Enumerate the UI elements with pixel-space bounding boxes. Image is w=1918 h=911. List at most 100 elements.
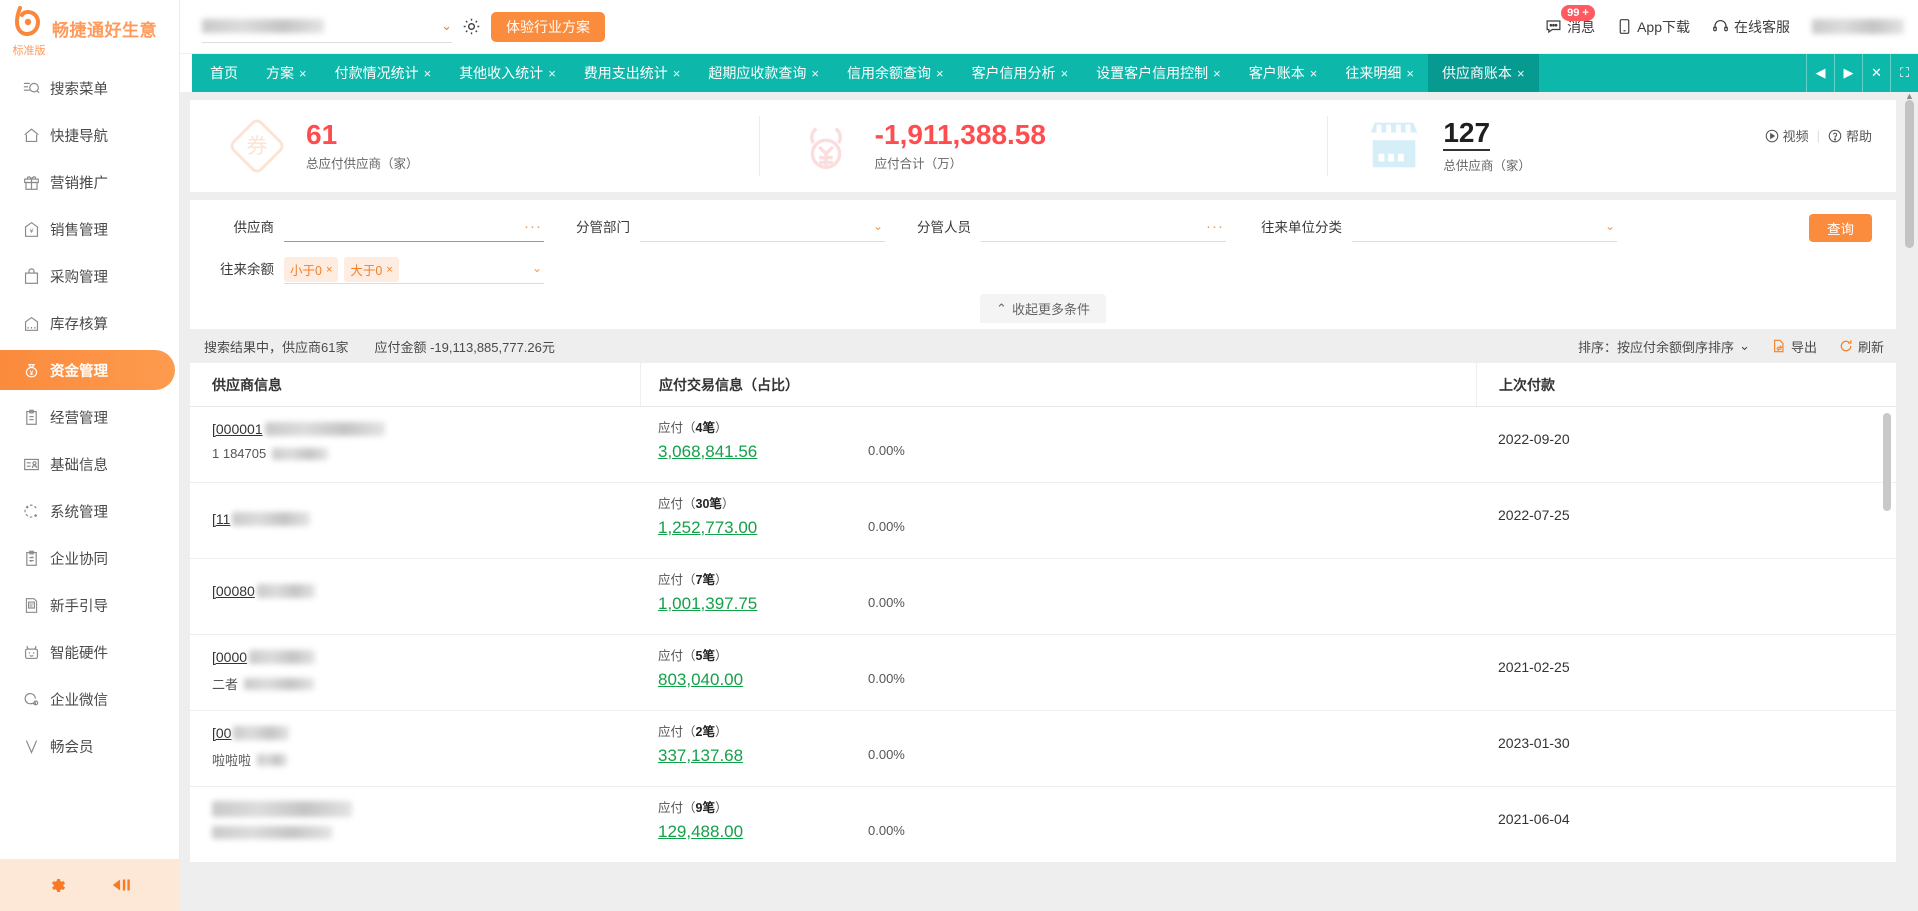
tab-set-customer-credit-control[interactable]: 设置客户信用控制 × xyxy=(1082,54,1235,92)
filter-manager-control[interactable]: ··· xyxy=(981,214,1226,242)
ellipsis-icon[interactable]: ··· xyxy=(1206,218,1224,235)
sidebar-item-purchase[interactable]: 采购管理 xyxy=(0,256,179,296)
export-button[interactable]: 导出 xyxy=(1772,337,1817,356)
payable-amount[interactable]: 1,252,773.00 xyxy=(658,518,758,537)
topbar-settings-gear-icon[interactable] xyxy=(462,17,481,36)
tab-close-icon[interactable]: × xyxy=(935,65,944,81)
tab-overdue-receivable-query[interactable]: 超期应收款查询 × xyxy=(694,54,833,92)
chevron-down-icon[interactable]: ⌄ xyxy=(872,219,883,233)
balance-tag[interactable]: 大于0 × xyxy=(344,257,399,282)
tab-close-icon[interactable]: × xyxy=(672,65,681,81)
sidebar-item-wechat-work[interactable]: 企业微信 xyxy=(0,679,179,719)
table-row[interactable]: 应付（9笔） 129,488.00 0.00% 2021-06-04 xyxy=(190,787,1896,863)
tab-customer-credit-analysis[interactable]: 客户信用分析 × xyxy=(958,54,1083,92)
sidebar-item-basic-info[interactable]: 基础信息 xyxy=(0,444,179,484)
tab-payment-stats[interactable]: 付款情况统计 × xyxy=(321,54,446,92)
tab-close-icon[interactable]: × xyxy=(423,65,432,81)
payable-amount[interactable]: 129,488.00 xyxy=(658,822,744,841)
tab-close-icon[interactable]: × xyxy=(1516,65,1525,81)
tag-remove-icon[interactable]: × xyxy=(325,263,333,276)
scroll-up-arrow-icon[interactable]: ▲ xyxy=(1905,92,1914,101)
filter-department-select[interactable] xyxy=(640,214,885,242)
gear-icon[interactable] xyxy=(48,876,67,895)
payable-amount[interactable]: 337,137.68 xyxy=(658,746,744,765)
table-row[interactable]: [11 应付（30笔） 1,252,773.00 0.00% 2022-07-2… xyxy=(190,483,1896,559)
payable-amount[interactable]: 3,068,841.56 xyxy=(658,442,758,461)
sidebar-item-fund-management[interactable]: ¥ 资金管理 xyxy=(0,350,175,390)
user-account-redacted[interactable] xyxy=(1812,19,1904,34)
tab-credit-balance-query[interactable]: 信用余额查询 × xyxy=(833,54,958,92)
payable-amount[interactable]: 1,001,397.75 xyxy=(658,594,758,613)
table-row[interactable]: [00080 应付（7笔） 1,001,397.75 0.00% xyxy=(190,559,1896,635)
tab-transaction-details[interactable]: 往来明细 × xyxy=(1331,54,1428,92)
payable-amount[interactable]: 803,040.00 xyxy=(658,670,744,689)
tab-close-icon[interactable]: × xyxy=(1309,65,1318,81)
tab-expense-stats[interactable]: 费用支出统计 × xyxy=(570,54,695,92)
tab-close-all-button[interactable]: ✕ xyxy=(1862,54,1890,92)
online-service-button[interactable]: 在线客服 xyxy=(1712,17,1790,37)
page-scrollbar-thumb[interactable] xyxy=(1905,100,1914,248)
help-link[interactable]: 帮助 xyxy=(1828,126,1872,145)
company-selector[interactable]: ⌄ xyxy=(202,11,452,43)
filter-supplier-input[interactable] xyxy=(284,214,544,242)
search-button[interactable]: 查询 xyxy=(1809,214,1872,242)
filter-unit-category-control[interactable]: ⌄ xyxy=(1352,214,1617,242)
sidebar-item-sales[interactable]: ¥ 销售管理 xyxy=(0,209,179,249)
tab-close-icon[interactable]: × xyxy=(299,65,307,81)
supplier-code[interactable] xyxy=(212,801,640,817)
tab-fullscreen-button[interactable]: ⛶ xyxy=(1890,54,1918,92)
sidebar-item-search-menu[interactable]: 搜索菜单 xyxy=(0,68,179,108)
table-row[interactable]: [00 啦啦啦 应付（2笔） 337,137.68 xyxy=(190,711,1896,787)
ellipsis-icon[interactable]: ··· xyxy=(524,218,542,235)
sidebar-item-vip-member[interactable]: 畅会员 xyxy=(0,726,179,766)
supplier-code[interactable]: [00080 xyxy=(212,583,640,599)
filter-manager-input[interactable] xyxy=(981,214,1226,242)
tab-close-icon[interactable]: × xyxy=(1213,65,1221,81)
tab-close-icon[interactable]: × xyxy=(811,65,819,81)
table-row[interactable]: [000001 1 184705 应付（4笔） 3,068,8 xyxy=(190,407,1896,483)
tab-close-icon[interactable]: × xyxy=(548,65,556,81)
supplier-code[interactable]: [000001 xyxy=(212,421,640,437)
table-scrollbar[interactable] xyxy=(1883,413,1891,859)
filter-unit-category-select[interactable] xyxy=(1352,214,1617,242)
balance-tag[interactable]: 小于0 × xyxy=(284,257,339,282)
tab-plan[interactable]: 方案 × xyxy=(252,54,321,92)
sidebar-item-system[interactable]: 系统管理 xyxy=(0,491,179,531)
supplier-code[interactable]: [00 xyxy=(212,725,640,741)
chevron-down-icon[interactable]: ⌄ xyxy=(1604,219,1615,233)
supplier-code[interactable]: [0000 xyxy=(212,649,640,665)
page-scrollbar[interactable]: ▲ xyxy=(1905,92,1914,911)
refresh-button[interactable]: 刷新 xyxy=(1839,337,1884,356)
filter-balance-control[interactable]: 小于0 × 大于0 × ⌄ xyxy=(284,256,544,284)
table-row[interactable]: [0000 二者 应付（5笔） 803,040.00 xyxy=(190,635,1896,711)
tab-next-button[interactable]: ▶ xyxy=(1834,54,1862,92)
app-download-button[interactable]: App下载 xyxy=(1617,17,1690,37)
sort-selector[interactable]: 排序：按应付余额倒序排序 ⌄ xyxy=(1578,337,1750,356)
filter-department-control[interactable]: ⌄ xyxy=(640,214,885,242)
sidebar-item-collaboration[interactable]: 企业协同 xyxy=(0,538,179,578)
video-link[interactable]: 视频 xyxy=(1765,126,1809,145)
chevron-down-icon[interactable]: ⌄ xyxy=(531,261,542,275)
collapse-sidebar-icon[interactable] xyxy=(110,877,132,893)
tab-home[interactable]: 首页 xyxy=(192,54,252,92)
supplier-code[interactable]: [11 xyxy=(212,511,640,527)
collapse-more-conditions-button[interactable]: ⌃ 收起更多条件 xyxy=(980,294,1106,323)
filter-supplier-control[interactable]: ··· xyxy=(284,214,544,242)
messages-button[interactable]: 消息 99 + xyxy=(1545,4,1595,37)
tab-close-icon[interactable]: × xyxy=(1060,65,1069,81)
sidebar-item-newbie-guide[interactable]: 新 新手引导 xyxy=(0,585,179,625)
sidebar-item-smart-device[interactable]: 智能硬件 xyxy=(0,632,179,672)
tab-customer-ledger[interactable]: 客户账本 × xyxy=(1235,54,1332,92)
table-scrollbar-thumb[interactable] xyxy=(1883,413,1891,511)
filter-balance-tags[interactable]: 小于0 × 大于0 × xyxy=(284,256,544,284)
sidebar-item-marketing[interactable]: 营销推广 xyxy=(0,162,179,202)
tag-remove-icon[interactable]: × xyxy=(386,263,393,276)
experience-industry-plan-button[interactable]: 体验行业方案 xyxy=(491,11,605,42)
sidebar-item-inventory[interactable]: 库存核算 xyxy=(0,303,179,343)
sidebar-item-operations[interactable]: 经营管理 xyxy=(0,397,179,437)
tab-prev-button[interactable]: ◀ xyxy=(1806,54,1834,92)
sidebar-item-quick-nav[interactable]: 快捷导航 xyxy=(0,115,179,155)
tab-close-icon[interactable]: × xyxy=(1406,65,1414,81)
tab-supplier-ledger[interactable]: 供应商账本 × xyxy=(1427,54,1539,92)
tab-other-income-stats[interactable]: 其他收入统计 × xyxy=(445,54,570,92)
